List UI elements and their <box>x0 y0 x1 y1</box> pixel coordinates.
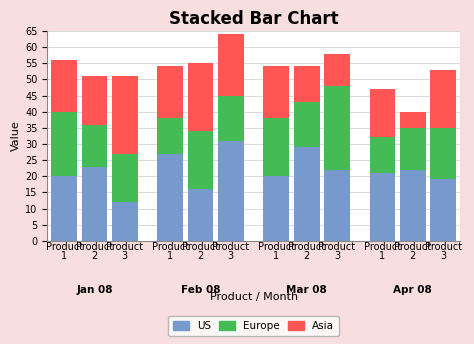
Bar <box>51 112 77 176</box>
Bar <box>430 180 456 241</box>
Bar <box>188 189 213 241</box>
Bar <box>370 173 395 241</box>
Bar <box>370 89 395 138</box>
Text: Apr 08: Apr 08 <box>393 285 432 295</box>
Bar <box>264 176 289 241</box>
Bar <box>294 147 319 241</box>
Bar <box>324 54 350 86</box>
Bar <box>218 34 244 96</box>
X-axis label: Product / Month: Product / Month <box>210 292 298 302</box>
Bar <box>112 76 137 154</box>
Bar <box>400 128 426 170</box>
Bar <box>157 154 183 241</box>
Bar <box>400 170 426 241</box>
Bar <box>188 63 213 131</box>
Bar <box>82 76 107 125</box>
Bar <box>157 66 183 118</box>
Text: Mar 08: Mar 08 <box>286 285 327 295</box>
Bar <box>324 170 350 241</box>
Bar <box>218 96 244 141</box>
Bar <box>430 128 456 180</box>
Bar <box>112 154 137 202</box>
Bar <box>51 60 77 112</box>
Bar <box>218 141 244 241</box>
Text: Feb 08: Feb 08 <box>181 285 220 295</box>
Bar <box>264 66 289 118</box>
Bar <box>82 166 107 241</box>
Bar <box>157 118 183 154</box>
Bar <box>51 176 77 241</box>
Bar <box>294 66 319 102</box>
Bar <box>370 138 395 173</box>
Bar <box>188 131 213 189</box>
Bar <box>264 118 289 176</box>
Title: Stacked Bar Chart: Stacked Bar Chart <box>169 10 338 28</box>
Bar <box>430 70 456 128</box>
Y-axis label: Value: Value <box>11 120 21 151</box>
Bar <box>400 112 426 128</box>
Legend: US, Europe, Asia: US, Europe, Asia <box>168 316 339 336</box>
Bar <box>324 86 350 170</box>
Bar <box>112 202 137 241</box>
Bar <box>294 102 319 147</box>
Bar <box>82 125 107 166</box>
Text: Jan 08: Jan 08 <box>76 285 113 295</box>
